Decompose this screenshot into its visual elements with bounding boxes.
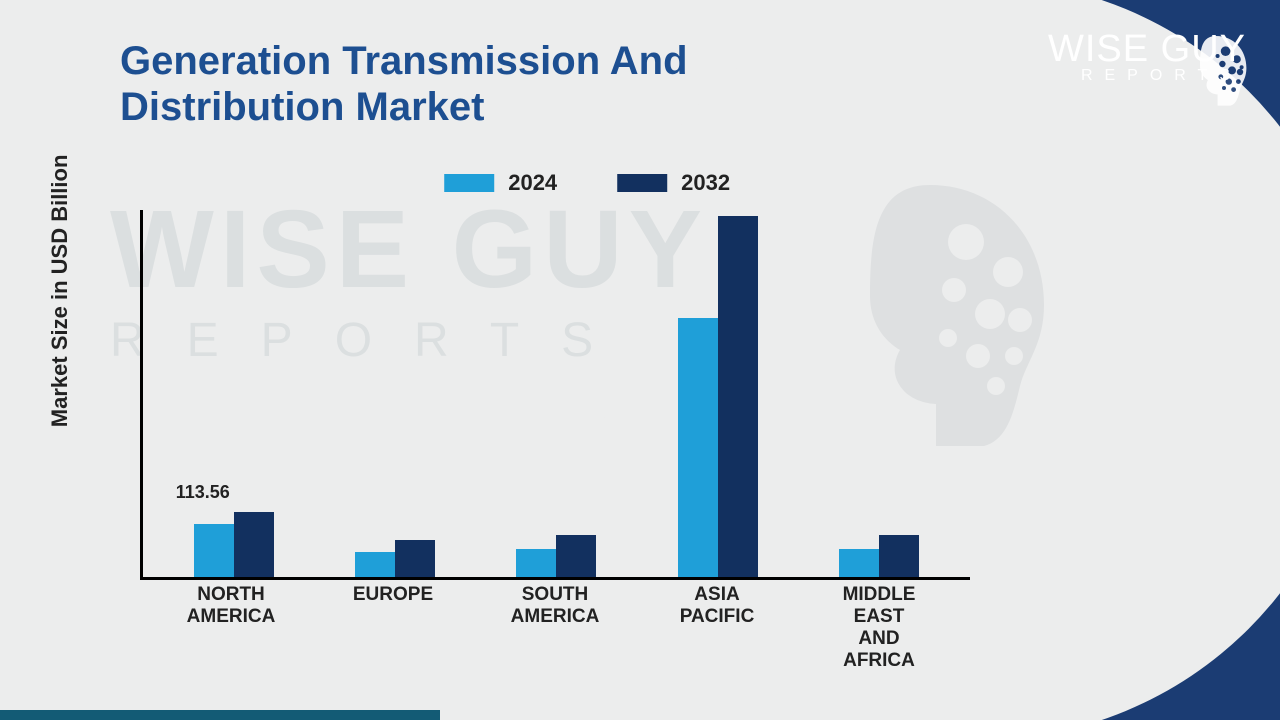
y-axis-label: Market Size in USD Billion [47,155,73,428]
category-label: SOUTHAMERICA [485,584,625,671]
brand-main-text: WISE GUY [1048,28,1246,71]
page-root: WISE GUY REPORTS Generation Transmission… [0,0,1280,720]
bar-group [355,210,435,577]
bar-2032 [718,216,758,577]
category-labels-row: NORTHAMERICA EUROPE SOUTHAMERICA ASIAPACIFI… [140,584,970,671]
bar-group [516,210,596,577]
legend-item-2024: 2024 [444,170,557,196]
bar-group [839,210,919,577]
bottom-accent-bar [0,710,440,720]
legend-swatch-2024 [444,174,494,192]
bar-2024 [194,524,234,577]
legend-label-2024: 2024 [508,170,557,196]
page-title: Generation Transmission And Distribution… [120,38,760,130]
legend-swatch-2032 [617,174,667,192]
brand-logo: WISE GUY REPORTS [1048,28,1246,85]
category-label: NORTHAMERICA [161,584,301,671]
value-label: 113.56 [176,482,230,503]
bar-group: 113.56 [194,210,274,577]
category-label: MIDDLEEASTANDAFRICA [809,584,949,671]
bar-2024 [678,318,718,577]
bar-2032 [234,512,274,577]
bar-group [678,210,758,577]
bar-groups: 113.56 [143,210,970,577]
legend-item-2032: 2032 [617,170,730,196]
chart-legend: 2024 2032 [444,170,730,196]
category-label: EUROPE [323,584,463,671]
bar-2024 [355,552,395,577]
bar-2032 [395,540,435,577]
legend-label-2032: 2032 [681,170,730,196]
plot-area: 113.56 [140,210,970,580]
bar-2024 [516,549,556,577]
bar-2032 [556,535,596,577]
bar-2024 [839,549,879,577]
bar-2032 [879,535,919,577]
chart-area: Market Size in USD Billion 2024 2032 113… [60,170,1000,700]
category-label: ASIAPACIFIC [647,584,787,671]
